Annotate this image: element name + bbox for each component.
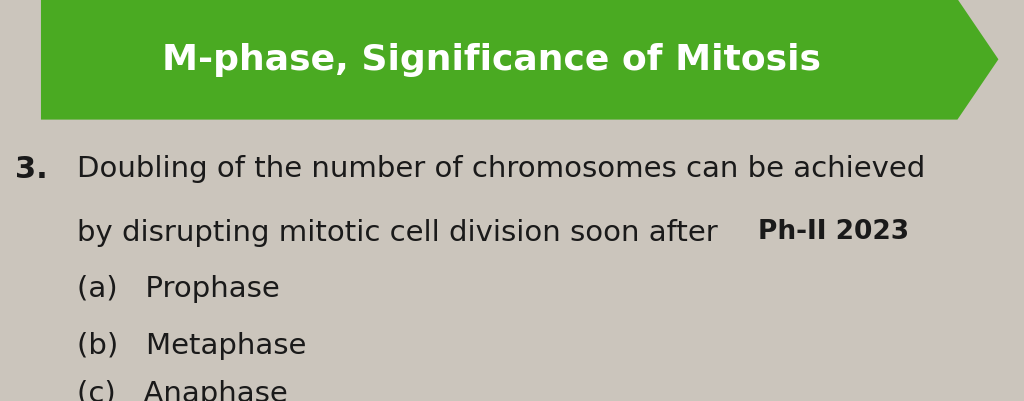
Text: M-phase, Significance of Mitosis: M-phase, Significance of Mitosis [162,43,821,77]
Polygon shape [41,0,998,120]
Text: Ph-II 2023: Ph-II 2023 [758,219,909,245]
Text: by disrupting mitotic cell division soon after: by disrupting mitotic cell division soon… [77,219,718,247]
Text: 3.: 3. [15,154,48,183]
Text: (c)   Anaphase: (c) Anaphase [77,379,288,401]
Text: Doubling of the number of chromosomes can be achieved: Doubling of the number of chromosomes ca… [77,154,925,182]
Text: (b)   Metaphase: (b) Metaphase [77,331,306,359]
Text: (a)   Prophase: (a) Prophase [77,275,280,303]
